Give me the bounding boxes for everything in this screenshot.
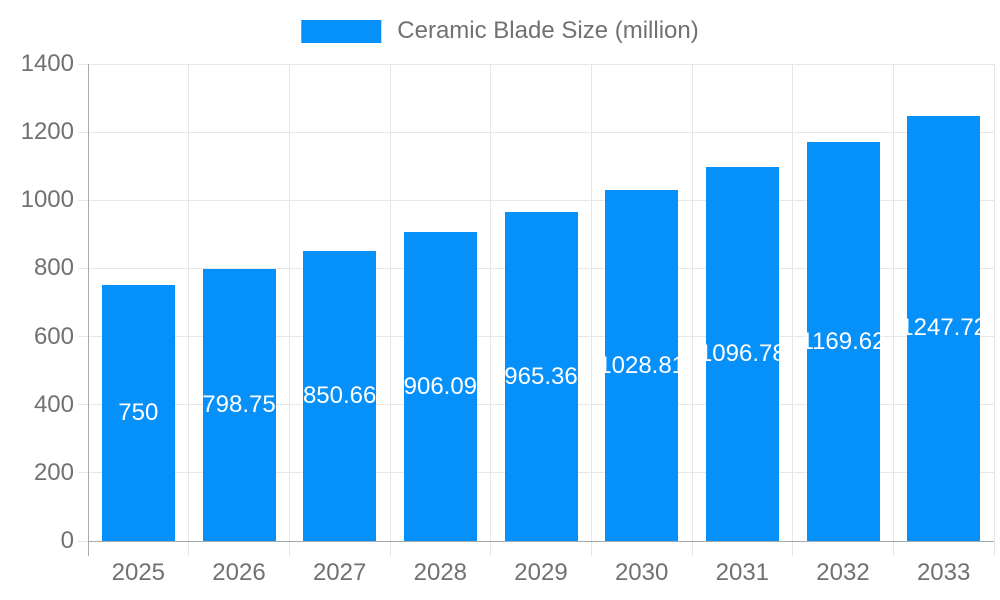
y-axis-tick-label: 200	[33, 458, 74, 486]
x-tick-mark	[691, 541, 693, 556]
x-axis-tick-label: 2031	[715, 559, 770, 586]
bar	[907, 115, 981, 541]
x-tick-mark	[389, 541, 391, 556]
y-axis-tick-label: 0	[60, 527, 74, 554]
bar-data-label: 965.36	[504, 362, 578, 390]
bar-data-label: 906.09	[403, 372, 478, 400]
x-axis-tick-label: 2028	[413, 559, 468, 586]
y-gridline	[88, 63, 994, 65]
y-tick-mark	[78, 540, 88, 542]
x-gridline	[691, 64, 693, 541]
bar	[403, 232, 477, 541]
y-tick-mark	[78, 267, 88, 269]
x-tick-mark	[993, 541, 995, 556]
x-axis-tick-label: 2029	[514, 559, 568, 586]
legend-label: Ceramic Blade Size (million)	[397, 17, 699, 44]
x-tick-mark	[490, 541, 492, 556]
y-tick-mark	[78, 63, 88, 65]
bar-data-label: 750	[118, 399, 159, 427]
x-axis-line	[88, 540, 994, 542]
x-tick-mark	[792, 541, 794, 556]
bar-data-label: 1028.81	[598, 351, 686, 379]
y-gridline	[88, 199, 994, 201]
y-axis-tick-label: 800	[33, 254, 74, 282]
y-axis-tick-label: 600	[33, 322, 74, 350]
y-tick-mark	[78, 131, 88, 133]
x-axis-tick-label: 2030	[614, 559, 669, 586]
y-axis-tick-label: 1400	[20, 50, 74, 77]
y-tick-mark	[78, 404, 88, 406]
x-gridline	[288, 64, 290, 541]
bar-data-label: 1169.62	[800, 327, 886, 355]
x-tick-mark	[892, 541, 894, 556]
x-tick-mark	[288, 541, 290, 556]
y-tick-mark	[78, 199, 88, 201]
x-axis-tick-label: 2025	[111, 559, 166, 586]
legend-item[interactable]: Ceramic Blade Size (million)	[301, 17, 699, 44]
x-gridline	[892, 64, 894, 541]
y-axis-line	[87, 64, 89, 556]
x-gridline	[590, 64, 592, 541]
bar	[303, 251, 377, 541]
x-gridline	[993, 64, 995, 541]
x-gridline	[792, 64, 794, 541]
x-gridline	[389, 64, 391, 541]
x-axis-tick-label: 2026	[212, 559, 266, 586]
y-axis-tick-label: 400	[33, 390, 74, 418]
bar	[101, 285, 175, 541]
x-tick-mark	[590, 541, 592, 556]
bar-data-label: 850.66	[302, 382, 377, 410]
y-axis-tick-label: 1000	[20, 186, 74, 214]
bar-data-label: 1247.72	[900, 314, 988, 342]
y-axis-tick-label: 1200	[20, 118, 74, 146]
bar-data-label: 798.75	[202, 390, 276, 418]
bar	[202, 268, 276, 541]
bar	[504, 212, 578, 541]
bar-data-label: 1096.78	[698, 340, 786, 368]
legend-swatch	[301, 19, 382, 43]
y-gridline	[88, 131, 994, 133]
x-gridline	[188, 64, 190, 541]
bar	[705, 167, 779, 541]
y-tick-mark	[78, 472, 88, 474]
x-tick-mark	[188, 541, 190, 556]
bar	[605, 190, 679, 541]
x-axis-tick-label: 2033	[916, 559, 971, 586]
x-axis-tick-label: 2027	[312, 559, 367, 586]
x-axis-tick-label: 2032	[816, 559, 870, 586]
y-tick-mark	[78, 336, 88, 338]
x-gridline	[490, 64, 492, 541]
bar	[806, 142, 880, 541]
